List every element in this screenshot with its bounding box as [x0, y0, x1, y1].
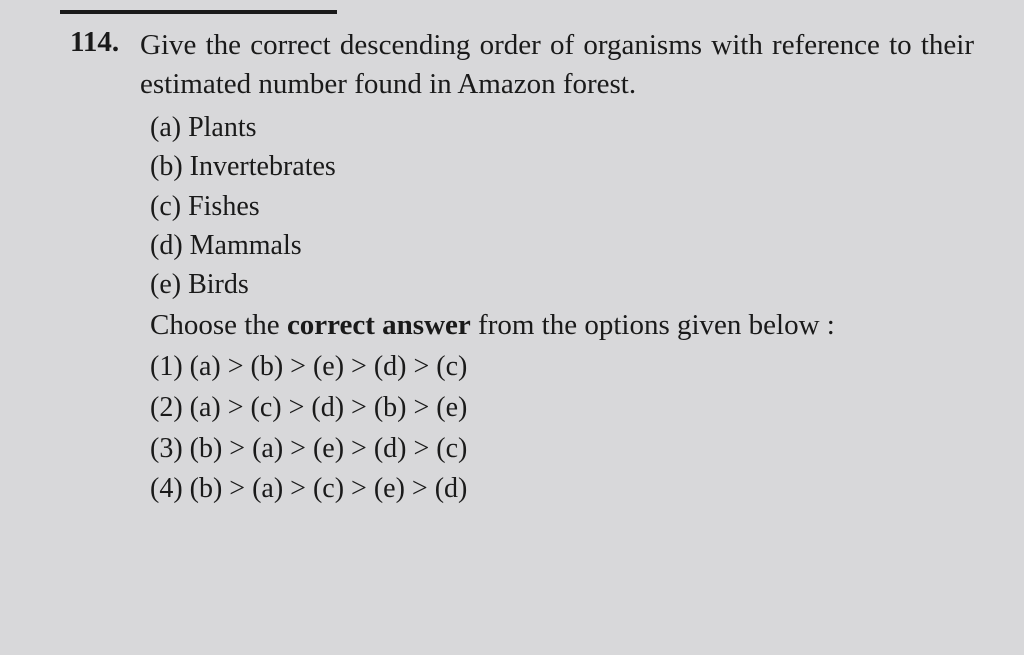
list-item: (e) Birds	[150, 265, 984, 304]
question-text: Give the correct descending order of org…	[140, 26, 984, 104]
question-page: 114. Give the correct descending order o…	[0, 0, 1024, 530]
answer-text: (b) > (a) > (e) > (d) > (c)	[190, 433, 468, 464]
instruction-bold: correct answer	[287, 309, 471, 341]
answer-text: (a) > (b) > (e) > (d) > (c)	[190, 351, 468, 382]
list-item: (2) (a) > (c) > (d) > (b) > (e)	[150, 388, 984, 429]
list-item: (b) Invertebrates	[150, 147, 984, 186]
option-text: Plants	[188, 112, 256, 143]
list-item: (a) Plants	[150, 108, 984, 147]
option-label: (c)	[150, 191, 181, 222]
option-text: Fishes	[188, 191, 260, 222]
question-row: 114. Give the correct descending order o…	[60, 26, 984, 104]
option-text: Birds	[188, 269, 249, 300]
list-item: (1) (a) > (b) > (e) > (d) > (c)	[150, 347, 984, 388]
option-label: (a)	[150, 112, 181, 143]
top-border	[60, 10, 337, 14]
option-text: Mammals	[190, 230, 302, 261]
question-number: 114.	[60, 26, 140, 59]
list-item: (3) (b) > (a) > (e) > (d) > (c)	[150, 429, 984, 470]
answer-label: (3)	[150, 433, 183, 464]
answer-label: (2)	[150, 392, 183, 423]
category-options-list: (a) Plants (b) Invertebrates (c) Fishes …	[150, 108, 984, 304]
list-item: (c) Fishes	[150, 187, 984, 226]
answer-text: (b) > (a) > (c) > (e) > (d)	[190, 473, 468, 504]
option-label: (d)	[150, 230, 183, 261]
instruction-suffix: from the options given below :	[471, 309, 835, 341]
list-item: (4) (b) > (a) > (c) > (e) > (d)	[150, 469, 984, 510]
option-text: Invertebrates	[190, 151, 336, 182]
option-label: (e)	[150, 269, 181, 300]
instruction-text: Choose the correct answer from the optio…	[150, 306, 984, 345]
option-label: (b)	[150, 151, 183, 182]
list-item: (d) Mammals	[150, 226, 984, 265]
answer-text: (a) > (c) > (d) > (b) > (e)	[190, 392, 468, 423]
answer-label: (1)	[150, 351, 183, 382]
answer-options-list: (1) (a) > (b) > (e) > (d) > (c) (2) (a) …	[150, 347, 984, 509]
answer-label: (4)	[150, 473, 183, 504]
instruction-prefix: Choose the	[150, 309, 287, 341]
